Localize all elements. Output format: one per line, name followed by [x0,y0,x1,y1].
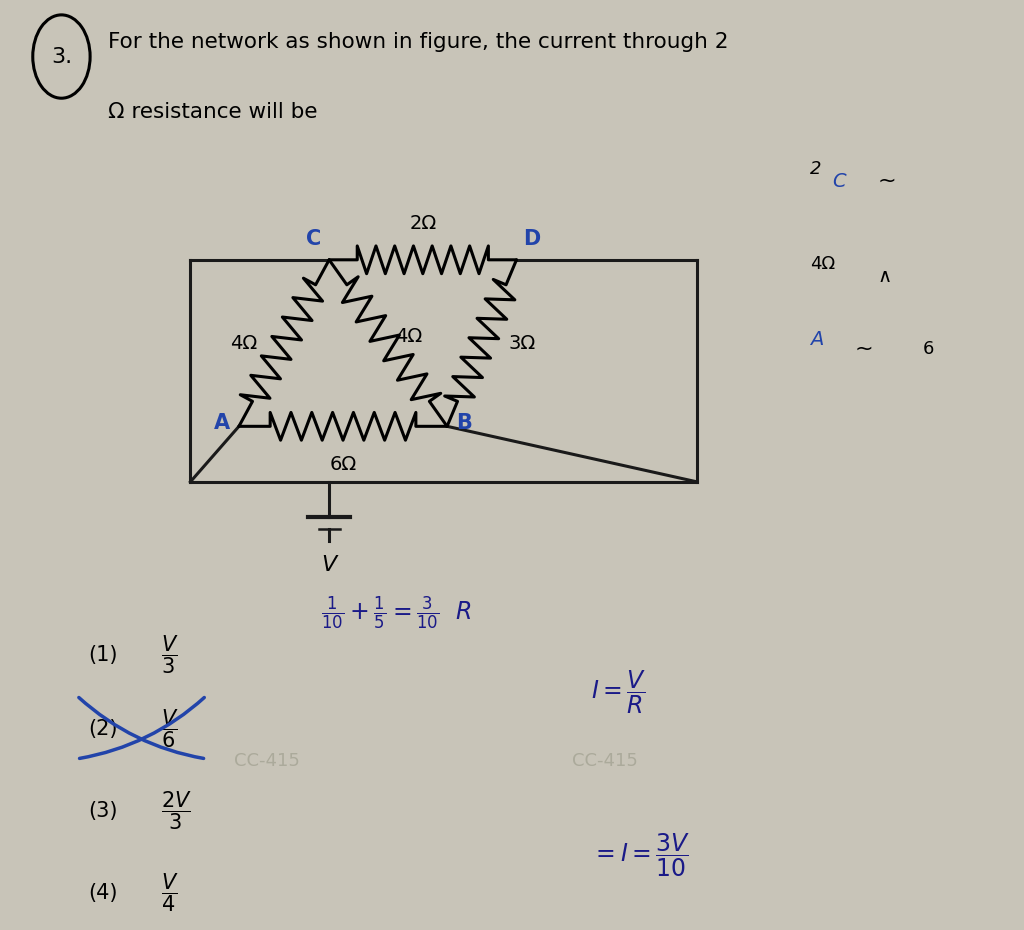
Text: 3.: 3. [51,46,72,67]
Text: C: C [306,230,322,249]
Text: 6: 6 [923,340,934,358]
Text: (4): (4) [88,883,118,903]
Text: ~: ~ [878,171,896,191]
Text: CC-415: CC-415 [234,752,300,770]
Text: 6Ω: 6Ω [330,456,356,474]
Text: Ω resistance will be: Ω resistance will be [108,101,317,122]
Text: (2): (2) [88,719,118,739]
Text: A: A [214,413,229,432]
Text: V: V [322,554,337,575]
Text: D: D [523,230,541,249]
Text: B: B [457,413,472,432]
Text: For the network as shown in figure, the current through 2: For the network as shown in figure, the … [108,32,728,52]
Text: $\dfrac{V}{6}$: $\dfrac{V}{6}$ [162,708,179,751]
Text: ∧: ∧ [878,267,892,286]
Text: $\dfrac{V}{4}$: $\dfrac{V}{4}$ [162,871,179,914]
Text: $I=\dfrac{V}{R}$: $I=\dfrac{V}{R}$ [591,669,646,715]
Text: 3Ω: 3Ω [508,334,536,352]
Text: (1): (1) [88,644,118,665]
Text: $\dfrac{V}{3}$: $\dfrac{V}{3}$ [162,633,179,676]
Text: 4Ω: 4Ω [810,255,836,273]
Text: ~: ~ [855,339,873,358]
Text: C: C [833,172,846,191]
Text: 2: 2 [810,160,821,179]
Text: $\dfrac{2V}{3}$: $\dfrac{2V}{3}$ [162,790,193,832]
Text: 4Ω: 4Ω [230,334,258,352]
Text: A: A [810,330,823,349]
Text: $\frac{1}{10}+\frac{1}{5}=\frac{3}{10}$  R: $\frac{1}{10}+\frac{1}{5}=\frac{3}{10}$ … [322,595,472,632]
Text: (3): (3) [88,801,118,821]
Text: 4Ω: 4Ω [395,326,422,346]
Text: $=I=\dfrac{3V}{10}$: $=I=\dfrac{3V}{10}$ [591,832,690,879]
Text: 2Ω: 2Ω [410,215,436,233]
Text: CC-415: CC-415 [572,752,638,770]
